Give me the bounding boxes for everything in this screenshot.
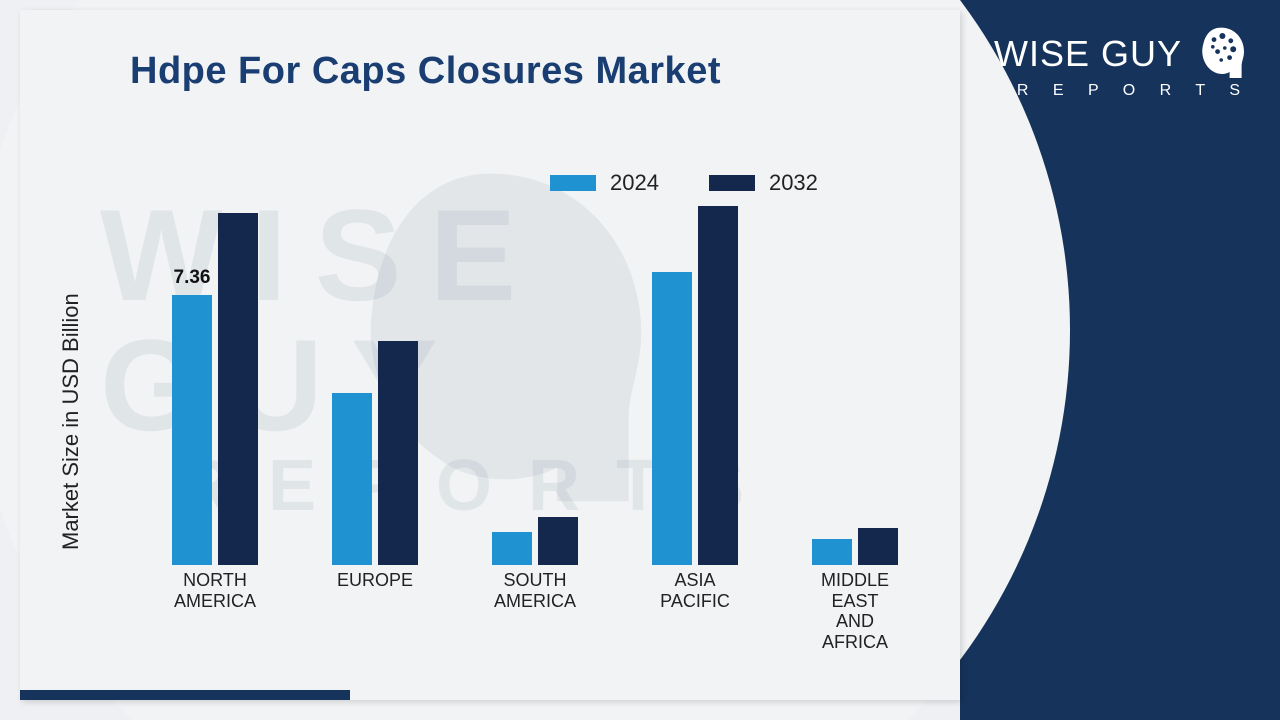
bar [812,539,852,565]
bar [172,295,212,565]
page: WISE GUY REPORTS Hdpe For Caps Closures … [0,0,1280,720]
logo-head-icon [1190,24,1250,84]
plot-area: 7.36 [130,180,930,565]
bar [332,393,372,565]
bar [218,213,258,565]
logo-text-top: WISE GUY [994,33,1182,75]
x-axis-label: SOUTHAMERICA [465,570,605,611]
x-axis-label: EUROPE [305,570,445,591]
chart-card: WISE GUY REPORTS Hdpe For Caps Closures … [20,10,960,700]
logo-text-bottom: R E P O R T S [994,82,1250,100]
bar [698,206,738,565]
bar [858,528,898,565]
bar [492,532,532,565]
bar-value-label: 7.36 [162,267,222,289]
chart-title: Hdpe For Caps Closures Market [130,50,721,93]
bottom-accent-bar [20,690,350,700]
bar [378,341,418,565]
x-axis-label: NORTHAMERICA [145,570,285,611]
bar [538,517,578,565]
x-axis-label: ASIAPACIFIC [625,570,765,611]
bar [652,272,692,565]
brand-logo: WISE GUY R E P O R T S [994,24,1250,100]
y-axis-label: Market Size in USD Billion [58,293,84,550]
x-axis-label: MIDDLEEASTANDAFRICA [785,570,925,653]
